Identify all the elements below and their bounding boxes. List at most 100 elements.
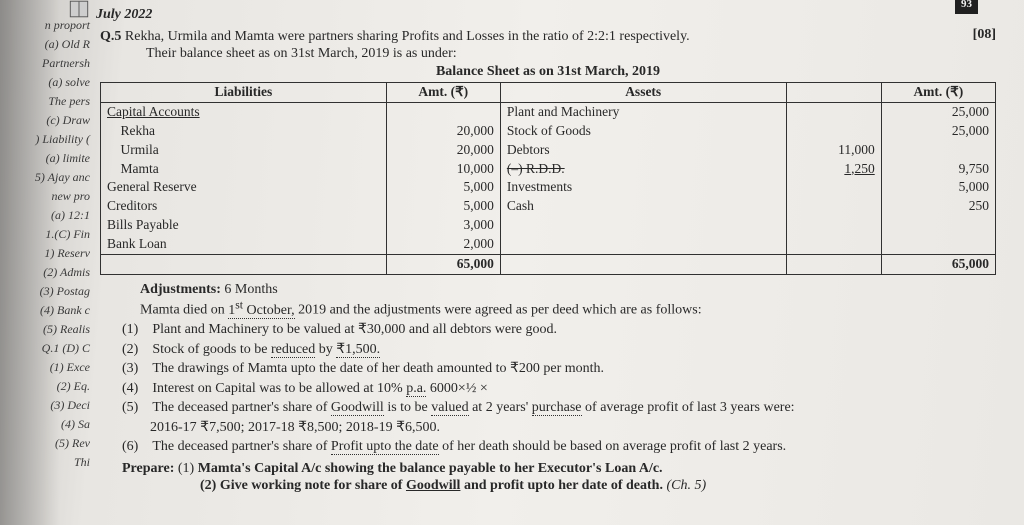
left-crop-fragment: (2) Eq. [2, 379, 90, 394]
cell-asset-pre [786, 178, 881, 197]
left-crop-fragment: new pro [2, 189, 90, 204]
prepare-label: Prepare: [122, 461, 174, 476]
cell-liability: Bills Payable [101, 216, 387, 235]
adjustment-item: (1) Plant and Machinery to be valued at … [122, 321, 996, 339]
page-badge: 93 [955, 0, 978, 14]
cell-asset: Debtors [500, 141, 786, 160]
cell-asset-amt [881, 141, 995, 160]
question-text-a: Rekha, Urmila and Mamta were partners sh… [125, 29, 690, 44]
total-asset-label [500, 254, 786, 274]
col-assets: Assets [500, 83, 786, 103]
exam-date: July 2022 [96, 6, 996, 24]
cell-asset [500, 216, 786, 235]
left-crop-fragment: n proport [2, 18, 90, 33]
handwritten-note: 6 Months [224, 282, 277, 297]
col-amt-right: Amt. (₹) [881, 83, 995, 103]
cell-asset-amt: 25,000 [881, 102, 995, 121]
cell-liability: Rekha [101, 122, 387, 141]
table-row: Bills Payable3,000 [101, 216, 996, 235]
cell-asset-amt [881, 235, 995, 254]
question-number: Q.5 [100, 29, 121, 44]
cell-asset-amt: 9,750 [881, 160, 995, 179]
col-amt-pre [786, 83, 881, 103]
cell-asset-amt: 250 [881, 197, 995, 216]
left-crop-fragment: (5) Realis [2, 322, 90, 337]
cell-liability: Bank Loan [101, 235, 387, 254]
cell-liability: General Reserve [101, 178, 387, 197]
adjustment-item: (2) Stock of goods to be reduced by ₹1,5… [122, 341, 996, 359]
left-crop-fragment: 1.(C) Fin [2, 227, 90, 242]
left-crop-fragment: (a) limite [2, 151, 90, 166]
cell-asset-pre: 11,000 [786, 141, 881, 160]
adjustment-profits: 2016-17 ₹7,500; 2017-18 ₹8,500; 2018-19 … [150, 419, 996, 437]
left-crop-fragment: (c) Draw [2, 113, 90, 128]
adjustments-block: Adjustments: 6 Months Mamta died on 1st … [100, 281, 996, 456]
prepare-item-2: (2) Give working note for share of Goodw… [200, 477, 996, 495]
cell-liab-amt: 20,000 [386, 141, 500, 160]
cell-asset-amt: 25,000 [881, 122, 995, 141]
cell-asset: Stock of Goods [500, 122, 786, 141]
left-crop-fragment: Thi [2, 455, 90, 470]
adjustment-item: (5) The deceased partner's share of Good… [122, 399, 996, 417]
cell-asset-pre: 1,250 [786, 160, 881, 179]
adjustment-item: (6) The deceased partner's share of Prof… [122, 438, 996, 456]
left-crop-fragment: (4) Sa [2, 417, 90, 432]
table-row: Urmila20,000Debtors11,000 [101, 141, 996, 160]
table-row: Capital Accounts Plant and Machinery 25,00… [101, 102, 996, 121]
total-asset-amt: 65,000 [881, 254, 995, 274]
cell-asset-pre [786, 197, 881, 216]
question-line: Q.5 Rekha, Urmila and Mamta were partner… [100, 28, 996, 46]
table-row: Mamta10,000(–) R.D.D.1,2509,750 [101, 160, 996, 179]
adjustments-intro: Mamta died on 1st October, 2019 and the … [140, 298, 996, 319]
left-crop-fragment: (3) Deci [2, 398, 90, 413]
cell-asset-pre [786, 122, 881, 141]
scanned-page: n proport(a) Old RPartnersh(a) solveThe … [0, 0, 1024, 525]
left-crop-fragment: ) Liability ( [2, 132, 90, 147]
cell-liability: Urmila [101, 141, 387, 160]
cell-asset-pre [786, 102, 881, 121]
cell-liab-amt: 20,000 [386, 122, 500, 141]
cell-liab-amt: 5,000 [386, 197, 500, 216]
adjustments-heading: Adjustments: [140, 281, 221, 299]
cell-asset: Cash [500, 197, 786, 216]
col-liabilities: Liabilities [101, 83, 387, 103]
cell-liab-amt: 2,000 [386, 235, 500, 254]
cell-asset: Investments [500, 178, 786, 197]
table-total-row: 65,000 65,000 [101, 254, 996, 274]
marks-tag: [08] [973, 26, 996, 44]
table-row: Creditors5,000Cash250 [101, 197, 996, 216]
left-crop-fragment: (a) 12:1 [2, 208, 90, 223]
cell-asset: (–) R.D.D. [500, 160, 786, 179]
death-date: 1st October, [228, 303, 294, 319]
adjustment-item: (4) Interest on Capital was to be allowe… [122, 380, 996, 398]
prepare-item-1: (1) Mamta's Capital A/c showing the bala… [178, 461, 663, 476]
left-crop-fragment: Partnersh [2, 56, 90, 71]
cell-asset [500, 235, 786, 254]
left-crop-fragment: (a) solve [2, 75, 90, 90]
cell-liab-amt: 5,000 [386, 178, 500, 197]
balance-sheet-title: Balance Sheet as on 31st March, 2019 [100, 63, 996, 81]
adjustments-heading-row: Adjustments: 6 Months [140, 281, 996, 299]
question-text-b: Their balance sheet as on 31st March, 20… [146, 45, 996, 63]
cell-liability: Capital Accounts [101, 102, 387, 121]
left-crop-fragment: (a) Old R [2, 37, 90, 52]
left-crop-fragment: Q.1 (D) C [2, 341, 90, 356]
left-crop-fragment: (5) Rev [2, 436, 90, 451]
left-crop-fragment: (1) Exce [2, 360, 90, 375]
col-amt-left: Amt. (₹) [386, 83, 500, 103]
cell-asset: Plant and Machinery [500, 102, 786, 121]
cell-asset-pre [786, 216, 881, 235]
cell-asset-amt: 5,000 [881, 178, 995, 197]
left-crop-fragment: (3) Postag [2, 284, 90, 299]
cell-asset-pre [786, 235, 881, 254]
left-crop-fragment: 5) Ajay anc [2, 170, 90, 185]
cell-liab-amt: 10,000 [386, 160, 500, 179]
total-liab-label [101, 254, 387, 274]
table-row: Rekha20,000Stock of Goods 25,000 [101, 122, 996, 141]
cell-liab-amt [386, 102, 500, 121]
left-crop-fragment: (4) Bank c [2, 303, 90, 318]
table-row: Bank Loan2,000 [101, 235, 996, 254]
adjustments-list: (1) Plant and Machinery to be valued at … [122, 321, 996, 456]
left-crop-fragment: (2) Admis [2, 265, 90, 280]
table-header-row: Liabilities Amt. (₹) Assets Amt. (₹) [101, 83, 996, 103]
